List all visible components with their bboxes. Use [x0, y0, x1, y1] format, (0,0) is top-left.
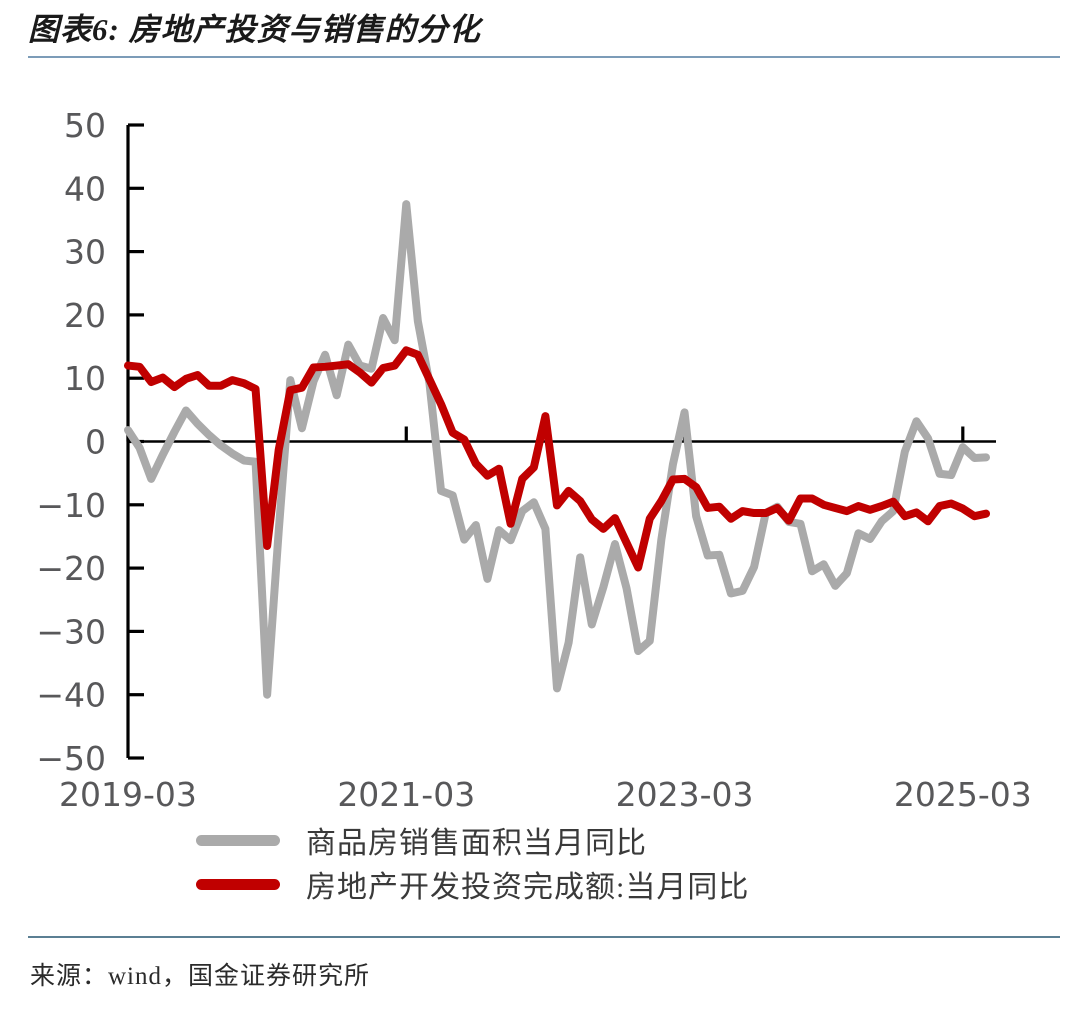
- chart-container: 50 40 30 20 10 0 −10 −20 −30 −40 −50 2019-03 2021-0…: [0, 60, 1080, 820]
- legend-item-sales: 商品房销售面积当月同比: [0, 818, 1080, 862]
- x-tick-2023-03: 2023-03: [616, 775, 754, 814]
- y-tick-10: 10: [64, 359, 106, 398]
- x-axis-tick-labels: 2019-03 2021-03 2023-03 2025-03: [59, 775, 1032, 814]
- y-tick-20: 20: [64, 296, 106, 335]
- legend-swatch-gray: [196, 834, 280, 846]
- x-tick-2019-03: 2019-03: [59, 775, 197, 814]
- y-tick--40: −40: [36, 676, 106, 715]
- legend-swatch-red: [196, 878, 280, 890]
- y-tick--50: −50: [36, 739, 106, 778]
- line-chart: 50 40 30 20 10 0 −10 −20 −30 −40 −50 2019-03 2021-0…: [36, 106, 1032, 814]
- title-divider: [28, 56, 1060, 58]
- source-divider: [28, 936, 1060, 938]
- y-tick--10: −10: [36, 486, 106, 525]
- y-axis-tick-labels: 50 40 30 20 10 0 −10 −20 −30 −40 −50: [36, 106, 106, 778]
- y-tick-50: 50: [64, 106, 106, 145]
- data-series-group: [124, 200, 990, 699]
- source-note: 来源：wind，国金证券研究所: [30, 963, 371, 990]
- series-line-sales: [124, 200, 990, 699]
- y-tick-30: 30: [64, 233, 106, 272]
- page-title: 图表6: 房地产投资与销售的分化: [28, 12, 481, 47]
- x-tick-2021-03: 2021-03: [337, 775, 475, 814]
- y-tick--20: −20: [36, 549, 106, 588]
- legend-label-investment: 房地产开发投资完成额:当月同比: [306, 871, 750, 904]
- y-tick--30: −30: [36, 612, 106, 651]
- series-line-investment: [124, 346, 990, 572]
- chart-legend: 商品房销售面积当月同比 房地产开发投资完成额:当月同比: [0, 818, 1080, 906]
- y-tick-0: 0: [85, 423, 106, 462]
- legend-label-sales: 商品房销售面积当月同比: [306, 827, 647, 860]
- y-tick-40: 40: [64, 169, 106, 208]
- x-tick-2025-03: 2025-03: [894, 775, 1032, 814]
- legend-item-investment: 房地产开发投资完成额:当月同比: [0, 862, 1080, 906]
